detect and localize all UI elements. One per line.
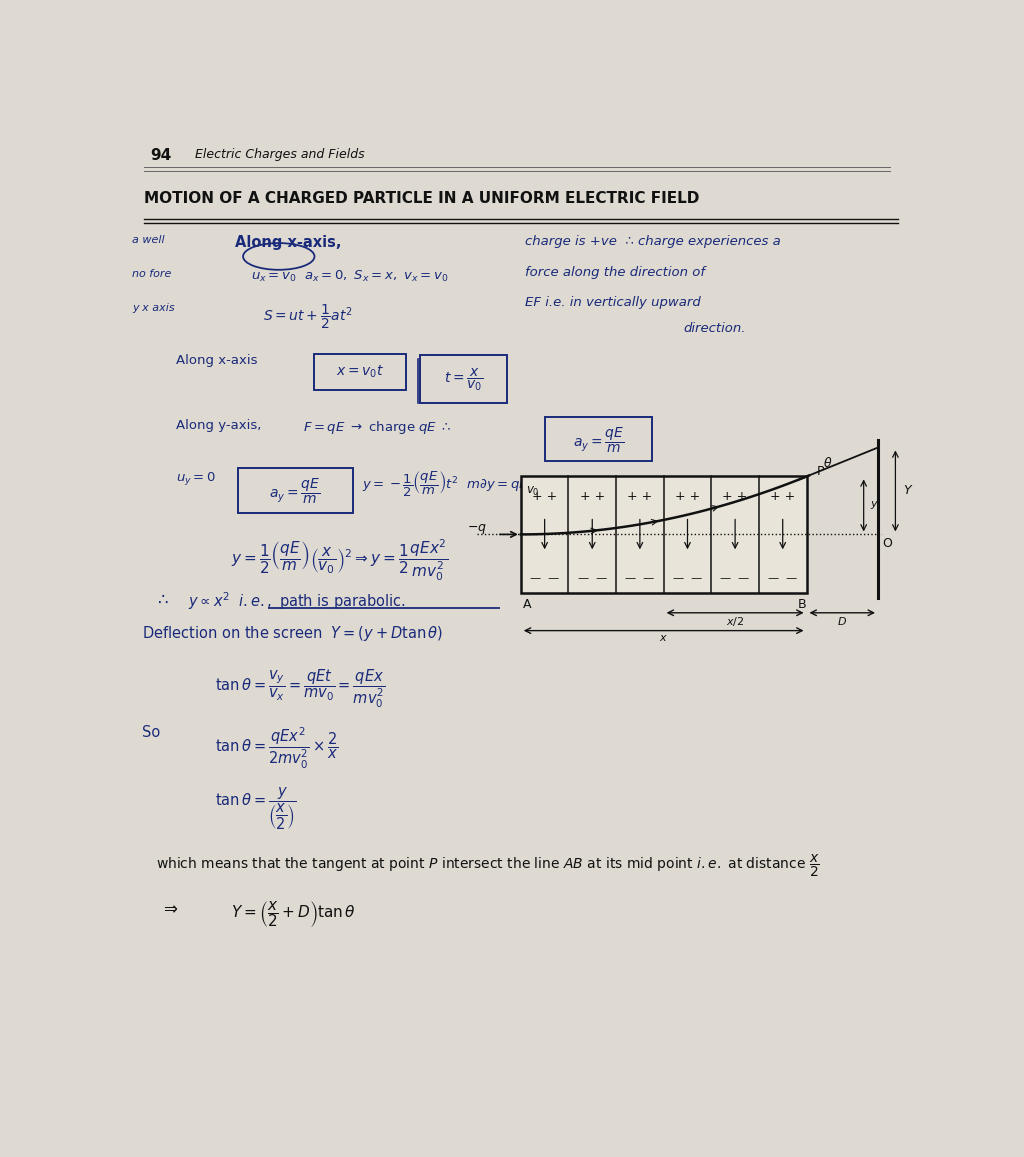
Text: Along x-axis,: Along x-axis, bbox=[236, 235, 342, 250]
Text: $\Rightarrow$: $\Rightarrow$ bbox=[160, 899, 178, 916]
Text: $y = -\dfrac{1}{2}\left(\dfrac{qE}{m}\right)t^2$  $m\partial y = qE$: $y = -\dfrac{1}{2}\left(\dfrac{qE}{m}\ri… bbox=[362, 470, 529, 500]
Bar bbox=[238, 469, 352, 513]
Text: $Y$: $Y$ bbox=[903, 485, 913, 498]
Text: $a_y = \dfrac{qE}{m}$: $a_y = \dfrac{qE}{m}$ bbox=[572, 426, 624, 455]
Text: $-q$: $-q$ bbox=[467, 522, 486, 536]
Text: $y$: $y$ bbox=[870, 500, 879, 511]
Text: Along x-axis: Along x-axis bbox=[176, 354, 257, 368]
Text: —  —: — — bbox=[578, 573, 607, 582]
Text: + +: + + bbox=[532, 489, 557, 503]
Text: So: So bbox=[142, 725, 161, 740]
Bar bbox=[545, 417, 652, 462]
Text: P: P bbox=[817, 465, 824, 478]
Text: $D$: $D$ bbox=[838, 616, 847, 627]
Bar bbox=[314, 354, 406, 390]
Text: O: O bbox=[882, 537, 892, 550]
Text: MOTION OF A CHARGED PARTICLE IN A UNIFORM ELECTRIC FIELD: MOTION OF A CHARGED PARTICLE IN A UNIFOR… bbox=[143, 191, 699, 206]
Text: Deflection on the screen  $Y = (y + D\tan\theta)$: Deflection on the screen $Y = (y + D\tan… bbox=[142, 625, 443, 643]
Text: no fore: no fore bbox=[132, 268, 171, 279]
Text: + +: + + bbox=[770, 489, 796, 503]
Text: A: A bbox=[523, 598, 531, 611]
Text: + +: + + bbox=[723, 489, 748, 503]
Text: + +: + + bbox=[580, 489, 605, 503]
Text: which means that the tangent at point $P$ intersect the line $AB$ at its mid poi: which means that the tangent at point $P… bbox=[156, 853, 820, 879]
Text: $\tan\theta = \dfrac{y}{\left(\dfrac{x}{2}\right)}$: $\tan\theta = \dfrac{y}{\left(\dfrac{x}{… bbox=[215, 786, 297, 832]
Text: y x axis: y x axis bbox=[132, 303, 175, 312]
Text: $u_y = 0$: $u_y = 0$ bbox=[176, 470, 216, 487]
Text: $\tan\theta = \dfrac{v_y}{v_x} = \dfrac{qEt}{mv_0} = \dfrac{qEx}{mv_0^2}$: $\tan\theta = \dfrac{v_y}{v_x} = \dfrac{… bbox=[215, 668, 386, 710]
Bar bbox=[521, 476, 807, 594]
Text: —  —: — — bbox=[721, 573, 750, 582]
Text: $u_x = v_0$  $a_x = 0,\ S_x = x,\ v_x = v_0$: $u_x = v_0$ $a_x = 0,\ S_x = x,\ v_x = v… bbox=[251, 268, 449, 283]
Text: direction.: direction. bbox=[684, 323, 746, 336]
Text: 94: 94 bbox=[151, 148, 171, 163]
Bar bbox=[420, 355, 507, 404]
Text: $x$: $x$ bbox=[659, 633, 668, 643]
Text: Along y-axis,: Along y-axis, bbox=[176, 419, 261, 432]
Text: $S = ut + \dfrac{1}{2}at^2$: $S = ut + \dfrac{1}{2}at^2$ bbox=[263, 303, 352, 331]
Text: + +: + + bbox=[675, 489, 700, 503]
Text: $v_0$: $v_0$ bbox=[525, 485, 540, 498]
Text: $\theta$: $\theta$ bbox=[823, 456, 833, 470]
Text: —  —: — — bbox=[768, 573, 798, 582]
Text: $\tan\theta = \dfrac{qEx^2}{2mv_0^2} \times \dfrac{2}{x}$: $\tan\theta = \dfrac{qEx^2}{2mv_0^2} \ti… bbox=[215, 725, 339, 771]
Text: charge is +ve  ∴ charge experiences a: charge is +ve ∴ charge experiences a bbox=[524, 235, 780, 248]
Text: B: B bbox=[799, 598, 807, 611]
Text: Electric Charges and Fields: Electric Charges and Fields bbox=[196, 148, 366, 161]
Text: $y \propto x^2$  $i.e.,$ path is parabolic.: $y \propto x^2$ $i.e.,$ path is paraboli… bbox=[187, 590, 406, 612]
Text: + +: + + bbox=[628, 489, 652, 503]
Text: —  —: — — bbox=[673, 573, 702, 582]
Text: $Y = \left(\dfrac{x}{2} + D\right)\tan\theta$: $Y = \left(\dfrac{x}{2} + D\right)\tan\t… bbox=[231, 899, 356, 929]
Text: ∴: ∴ bbox=[158, 590, 169, 609]
Text: $y = \dfrac{1}{2}\left(\dfrac{qE}{m}\right)\left(\dfrac{x}{v_0}\right)^2\Rightar: $y = \dfrac{1}{2}\left(\dfrac{qE}{m}\rig… bbox=[231, 537, 449, 583]
Text: $t = \dfrac{x}{v_0}$: $t = \dfrac{x}{v_0}$ bbox=[444, 366, 483, 392]
Text: $F = qE$ $\rightarrow$ charge $qE$ $\therefore$: $F = qE$ $\rightarrow$ charge $qE$ $\the… bbox=[303, 419, 452, 435]
Text: —  —: — — bbox=[626, 573, 654, 582]
Text: a well: a well bbox=[132, 235, 165, 245]
Text: $a_y = \dfrac{qE}{m}$: $a_y = \dfrac{qE}{m}$ bbox=[269, 477, 321, 507]
Text: $x = v_0 t$: $x = v_0 t$ bbox=[336, 364, 384, 381]
Text: EF i.e. in vertically upward: EF i.e. in vertically upward bbox=[524, 296, 700, 309]
Text: $x/2$: $x/2$ bbox=[726, 616, 744, 628]
Text: —  —: — — bbox=[530, 573, 559, 582]
Text: force along the direction of: force along the direction of bbox=[524, 266, 705, 279]
